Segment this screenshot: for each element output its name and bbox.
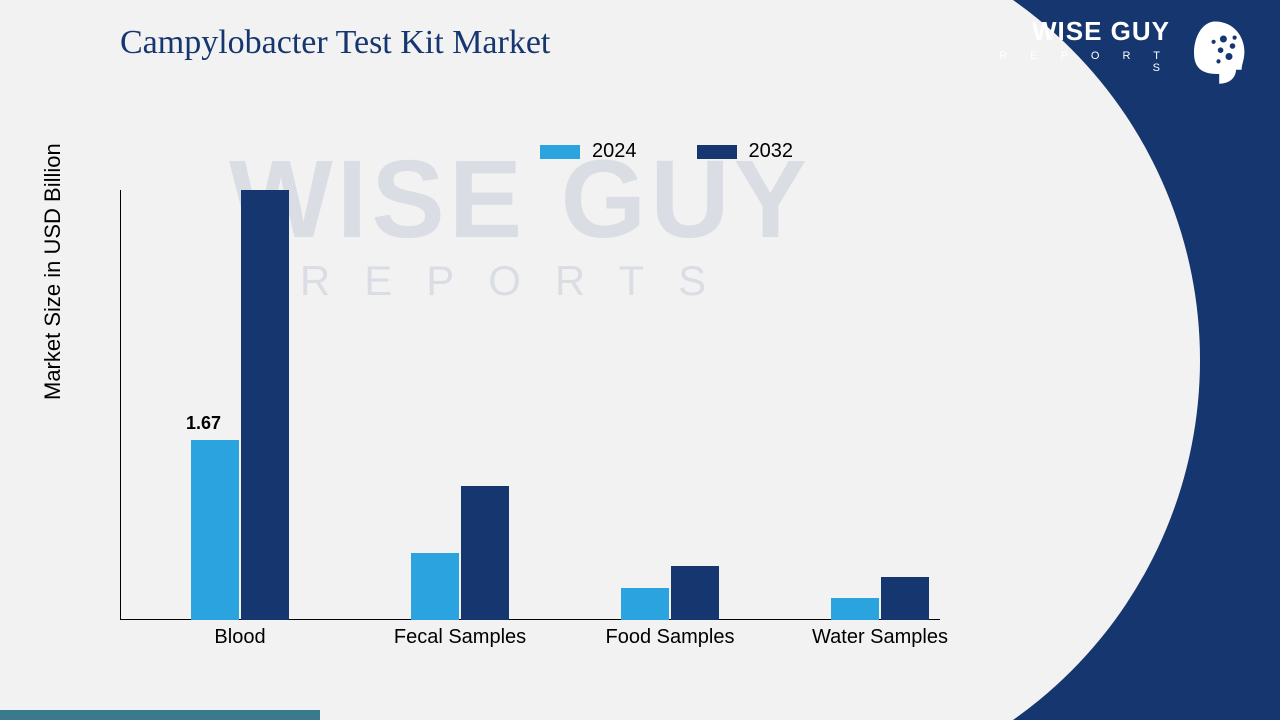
legend-item-2032: 2032 — [697, 140, 794, 163]
xlabel-fecal: Fecal Samples — [380, 626, 540, 649]
bar-2024-blood — [191, 440, 239, 620]
chart-canvas: WISE GUY R E P O R T S WISE GUY REPORTS … — [0, 0, 1280, 720]
bar-2032-fecal — [461, 486, 509, 620]
y-axis-label: Market Size in USD Billion — [40, 143, 66, 400]
bar-group-fecal — [380, 486, 540, 620]
legend-swatch-2024 — [540, 145, 580, 159]
bar-2032-food — [671, 566, 719, 620]
bar-group-water — [800, 577, 960, 620]
y-axis-line — [120, 190, 121, 620]
xlabel-water: Water Samples — [800, 626, 960, 649]
legend: 2024 2032 — [540, 140, 793, 163]
legend-item-2024: 2024 — [540, 140, 637, 163]
bar-2024-water — [831, 598, 879, 620]
right-brand-panel — [960, 0, 1280, 720]
value-label-1.67: 1.67 — [186, 413, 221, 434]
legend-label-2024: 2024 — [592, 140, 637, 163]
bar-2032-water — [881, 577, 929, 620]
bar-2024-fecal — [411, 553, 459, 620]
chart-title: Campylobacter Test Kit Market — [120, 24, 550, 62]
brand-block: WISE GUY R E P O R T S — [990, 18, 1250, 74]
bar-group-food — [590, 566, 750, 620]
bar-group-blood — [160, 190, 320, 620]
panel-cutout — [960, 0, 1200, 720]
legend-label-2032: 2032 — [749, 140, 794, 163]
legend-swatch-2032 — [697, 145, 737, 159]
brand-head-icon — [1180, 18, 1250, 88]
bar-2024-food — [621, 588, 669, 620]
brand-name: WISE GUY — [990, 18, 1170, 44]
brand-subtitle: R E P O R T S — [990, 50, 1170, 74]
plot-area: 1.67 — [120, 190, 940, 620]
xlabel-food: Food Samples — [590, 626, 750, 649]
bar-2032-blood — [241, 190, 289, 620]
footer-accent-bar — [0, 710, 320, 720]
xlabel-blood: Blood — [160, 626, 320, 649]
